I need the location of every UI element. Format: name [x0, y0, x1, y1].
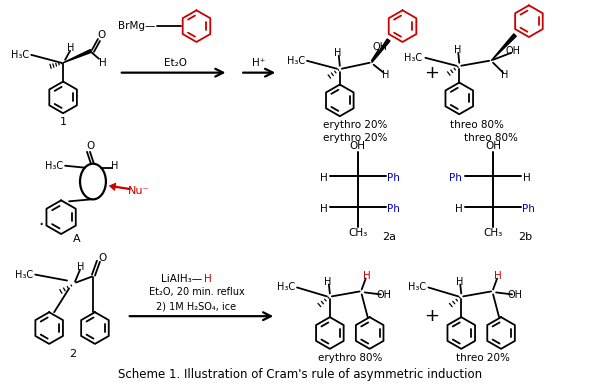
Text: OH: OH [485, 141, 501, 151]
Text: H: H [205, 273, 212, 283]
Text: H: H [382, 70, 389, 79]
Text: Ph: Ph [387, 172, 400, 182]
Text: Scheme 1. Illustration of Cram's rule of asymmetric induction: Scheme 1. Illustration of Cram's rule of… [118, 368, 482, 381]
Text: H: H [77, 262, 85, 271]
Text: H: H [363, 271, 371, 281]
Text: 1: 1 [59, 117, 67, 127]
Polygon shape [371, 39, 390, 63]
Text: H: H [523, 172, 531, 182]
Text: Ph: Ph [387, 204, 400, 214]
Text: H: H [67, 43, 75, 53]
Text: CH₃: CH₃ [484, 228, 503, 238]
Text: H₃C: H₃C [45, 161, 63, 171]
Text: H₃C: H₃C [15, 270, 33, 280]
FancyArrowPatch shape [110, 183, 130, 190]
Text: H: H [502, 70, 509, 79]
Text: ·: · [38, 216, 44, 234]
Text: erythro 20%: erythro 20% [323, 120, 387, 130]
Text: H: H [111, 161, 119, 171]
Text: erythro 80%: erythro 80% [317, 353, 382, 363]
Text: Et₂O: Et₂O [164, 58, 187, 68]
Text: threo 80%: threo 80% [450, 120, 504, 130]
Text: H: H [494, 271, 502, 281]
Text: H₃C: H₃C [277, 283, 295, 293]
Text: O: O [87, 141, 95, 151]
Text: threo 20%: threo 20% [456, 353, 510, 363]
Text: H⁺: H⁺ [251, 58, 265, 68]
Text: H: H [99, 58, 107, 68]
Text: H: H [320, 172, 328, 182]
Text: H₃C: H₃C [404, 53, 422, 63]
Polygon shape [491, 34, 516, 61]
Text: OH: OH [350, 141, 366, 151]
Text: H: H [334, 48, 341, 58]
Text: OH: OH [508, 290, 523, 300]
Text: H₃C: H₃C [287, 56, 305, 66]
Text: erythro 20%: erythro 20% [323, 133, 387, 143]
Text: H: H [455, 276, 463, 286]
Text: OH: OH [506, 46, 521, 56]
Text: 2a: 2a [383, 232, 397, 242]
Text: threo 80%: threo 80% [464, 133, 518, 143]
Text: 2b: 2b [518, 232, 532, 242]
Text: 2) 1M H₂SO₄, ice: 2) 1M H₂SO₄, ice [157, 301, 236, 311]
Text: 2: 2 [70, 349, 77, 359]
Text: LiAlH₃—: LiAlH₃— [161, 273, 202, 283]
Text: H₃C: H₃C [408, 283, 427, 293]
Text: Ph: Ph [449, 172, 462, 182]
Text: H: H [455, 204, 463, 214]
Text: +: + [424, 307, 439, 325]
Text: H: H [454, 45, 461, 55]
Text: O: O [98, 30, 106, 40]
Text: BrMg—: BrMg— [118, 21, 155, 31]
Text: O: O [99, 253, 107, 263]
Text: Nu⁻: Nu⁻ [128, 187, 149, 197]
Text: H: H [324, 276, 332, 286]
Text: OH: OH [372, 42, 387, 52]
Text: H₃C: H₃C [11, 50, 29, 60]
Text: OH: OH [376, 290, 391, 300]
Polygon shape [63, 50, 92, 63]
Text: Et₂O, 20 min. reflux: Et₂O, 20 min. reflux [149, 287, 244, 298]
Text: A: A [73, 234, 81, 244]
Text: CH₃: CH₃ [348, 228, 367, 238]
Text: H: H [320, 204, 328, 214]
Text: Ph: Ph [523, 204, 535, 214]
Text: +: + [424, 64, 439, 82]
